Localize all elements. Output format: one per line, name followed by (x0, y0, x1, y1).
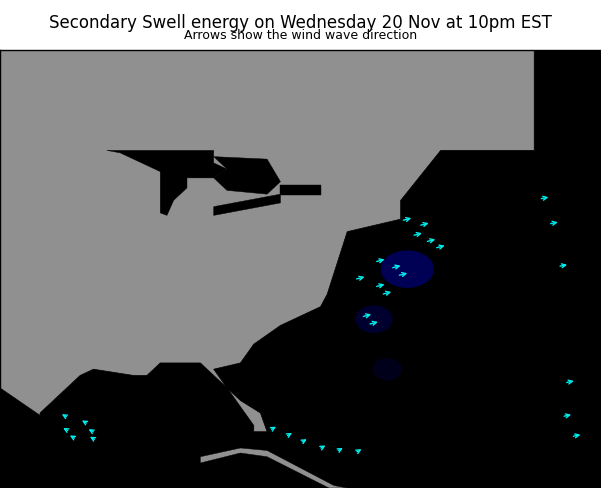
Polygon shape (200, 448, 347, 488)
Text: Arrows show the wind wave direction: Arrows show the wind wave direction (184, 29, 417, 42)
Ellipse shape (355, 306, 392, 333)
Polygon shape (160, 163, 187, 216)
Ellipse shape (380, 251, 434, 288)
Polygon shape (214, 157, 281, 195)
Polygon shape (281, 186, 320, 196)
Polygon shape (0, 51, 534, 432)
Ellipse shape (373, 358, 402, 381)
Polygon shape (214, 195, 281, 216)
Text: Secondary Swell energy on Wednesday 20 Nov at 10pm EST: Secondary Swell energy on Wednesday 20 N… (49, 14, 552, 32)
Polygon shape (107, 151, 227, 179)
